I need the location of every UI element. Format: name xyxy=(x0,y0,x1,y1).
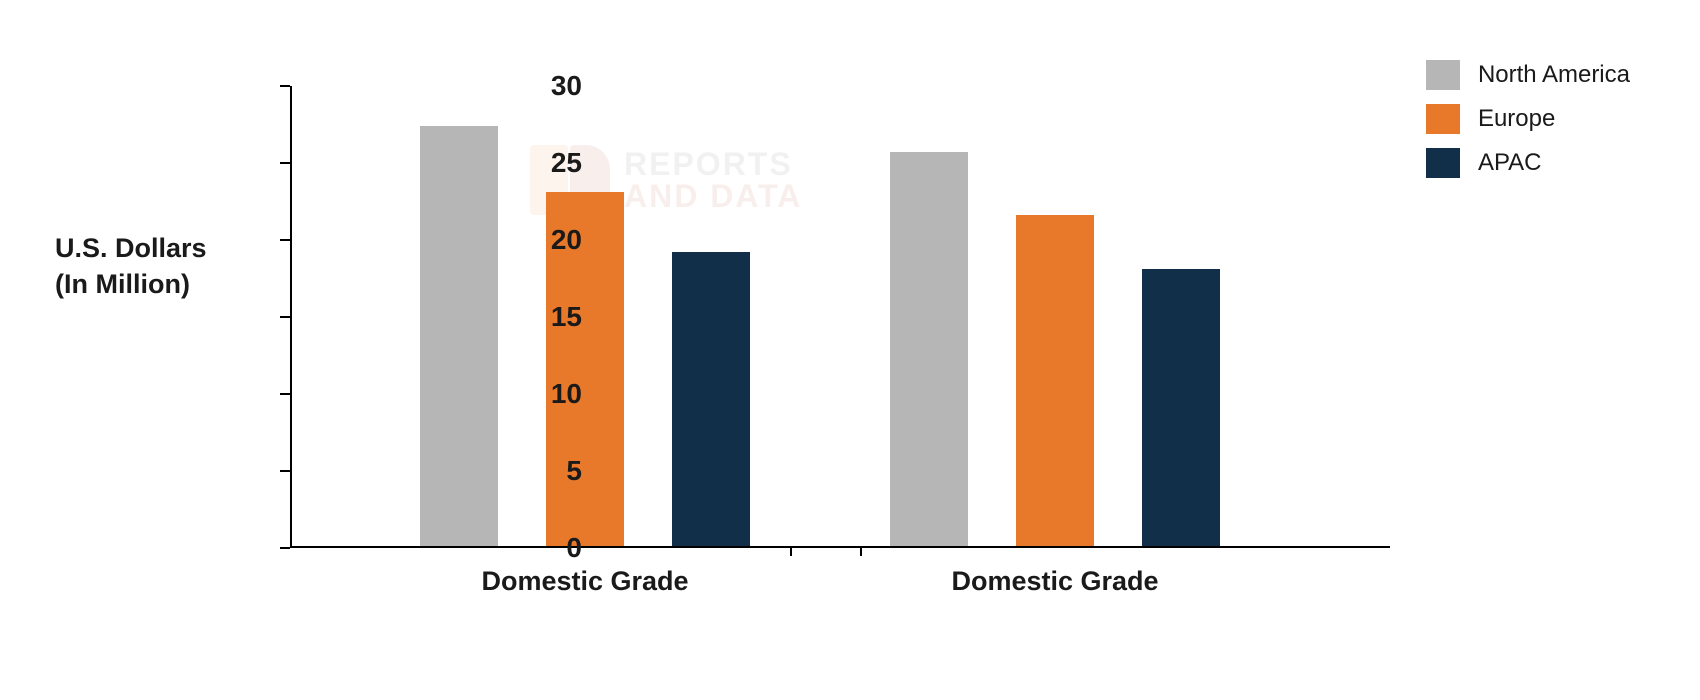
bar xyxy=(890,152,968,546)
y-tick-label: 15 xyxy=(522,301,582,333)
y-tick-label: 20 xyxy=(522,224,582,256)
y-tick-label: 25 xyxy=(522,147,582,179)
legend-item-north-america: North America xyxy=(1426,60,1630,90)
bar xyxy=(1142,269,1220,546)
y-axis-line xyxy=(290,86,292,548)
legend-swatch xyxy=(1426,148,1460,178)
y-tick xyxy=(280,316,290,318)
bar xyxy=(672,252,750,546)
y-axis-label-line2: (In Million) xyxy=(55,269,190,299)
x-category-label: Domestic Grade xyxy=(951,566,1158,597)
chart-container: REPORTS AND DATA U.S. Dollars (In Millio… xyxy=(0,0,1700,700)
y-tick xyxy=(280,85,290,87)
x-tick xyxy=(860,548,862,556)
y-tick xyxy=(280,393,290,395)
legend-swatch xyxy=(1426,104,1460,134)
bar xyxy=(1016,215,1094,546)
legend-swatch xyxy=(1426,60,1460,90)
legend: North America Europe APAC xyxy=(1426,60,1630,178)
bar xyxy=(420,126,498,546)
y-tick-label: 30 xyxy=(522,70,582,102)
legend-label: Europe xyxy=(1478,105,1555,133)
y-axis-label: U.S. Dollars (In Million) xyxy=(55,230,255,303)
plot-area: Domestic GradeDomestic Grade xyxy=(290,86,1390,548)
x-category-label: Domestic Grade xyxy=(481,566,688,597)
x-axis-line xyxy=(290,546,1390,548)
legend-item-europe: Europe xyxy=(1426,104,1630,134)
y-axis-label-line1: U.S. Dollars xyxy=(55,233,207,263)
y-tick xyxy=(280,239,290,241)
x-tick xyxy=(790,548,792,556)
y-tick-label: 5 xyxy=(522,455,582,487)
legend-label: North America xyxy=(1478,61,1630,89)
y-tick xyxy=(280,470,290,472)
y-tick xyxy=(280,162,290,164)
legend-item-apac: APAC xyxy=(1426,148,1630,178)
y-tick-label: 0 xyxy=(522,532,582,564)
y-tick xyxy=(280,547,290,549)
legend-label: APAC xyxy=(1478,149,1542,177)
y-tick-label: 10 xyxy=(522,378,582,410)
